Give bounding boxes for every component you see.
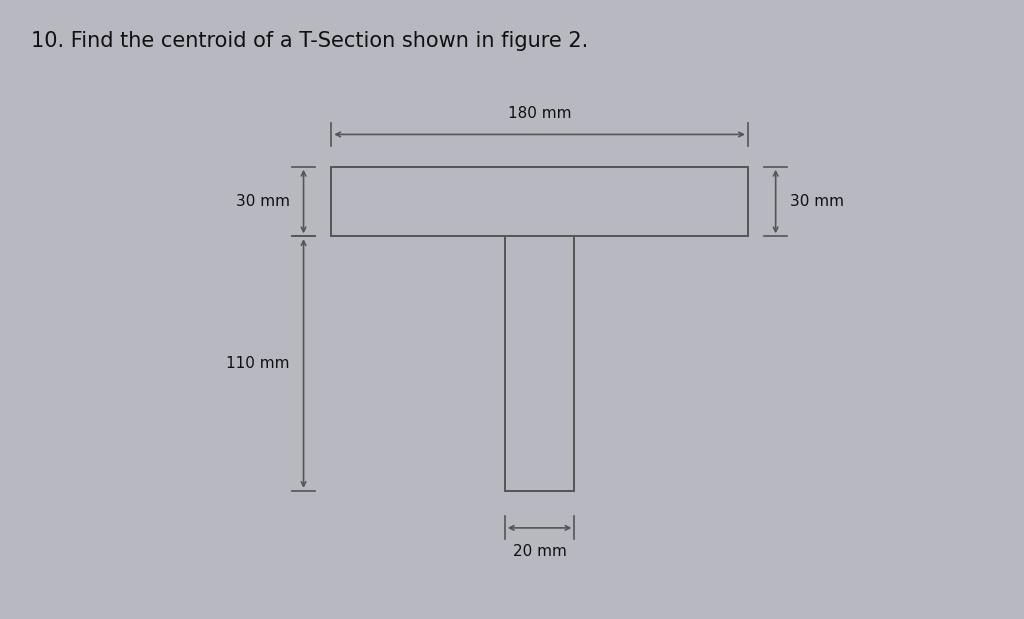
Text: 10. Find the centroid of a T-Section shown in figure 2.: 10. Find the centroid of a T-Section sho… — [31, 31, 588, 51]
Text: 110 mm: 110 mm — [226, 356, 290, 371]
Text: 20 mm: 20 mm — [513, 544, 566, 559]
Bar — [505, 236, 574, 491]
Text: 180 mm: 180 mm — [508, 106, 571, 121]
Text: 30 mm: 30 mm — [790, 194, 844, 209]
Bar — [332, 167, 748, 236]
Text: 30 mm: 30 mm — [236, 194, 290, 209]
